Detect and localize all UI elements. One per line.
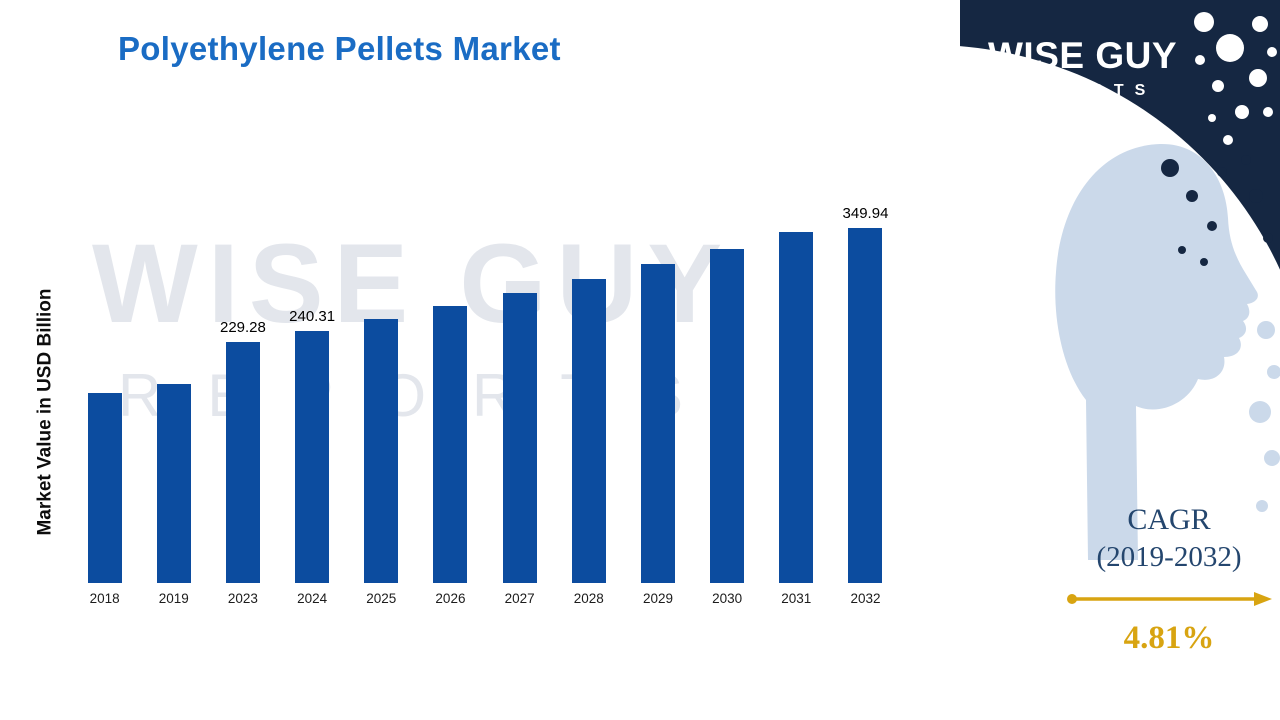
x-tick-2032: 2032	[850, 591, 881, 606]
bar-2030	[710, 248, 745, 583]
y-axis-label: Market Value in USD Billion	[35, 288, 56, 536]
bubble-dots-light	[1249, 321, 1280, 512]
bar-value-label-2023: 229.28	[219, 319, 266, 337]
bar-2019	[156, 383, 191, 583]
bar-column-2029	[623, 205, 692, 583]
bar-chart: 229.28 240.31 349.94 2018 2019 2023 2024 2025 2…	[70, 205, 900, 606]
x-tick-2027: 2027	[504, 591, 535, 606]
bar-2026	[433, 305, 468, 583]
cagr-block: CAGR (2019-2032) 4.81%	[1066, 503, 1272, 657]
bar-column-2019	[139, 205, 208, 583]
x-tick-2024: 2024	[297, 591, 328, 606]
bar-2032	[848, 228, 883, 583]
bar-2028	[571, 278, 606, 583]
bubble-dots-navy	[1161, 155, 1273, 266]
brand-art	[960, 0, 1280, 720]
x-tick-2028: 2028	[573, 591, 604, 606]
bar-column-2018	[70, 205, 139, 583]
bar-column-2028	[554, 205, 623, 583]
x-tick-2025: 2025	[366, 591, 397, 606]
logo-subtitle: REPORTS	[1002, 81, 1157, 99]
bar-column-2030	[693, 205, 762, 583]
bar-2024	[295, 330, 330, 583]
bar-column-2031	[762, 205, 831, 583]
cagr-arrow-icon	[1067, 592, 1272, 606]
bar-value-label-2024: 240.31	[289, 307, 336, 325]
wiseguy-logo: WISE GUY REPORTS	[988, 35, 1178, 100]
face-silhouette-art	[1055, 143, 1258, 561]
x-tick-2029: 2029	[642, 591, 673, 606]
x-tick-2030: 2030	[712, 591, 743, 606]
cagr-range: (2019-2032)	[1096, 541, 1242, 573]
x-tick-2023: 2023	[227, 591, 258, 606]
bar-2031	[779, 232, 814, 583]
bar-2027	[502, 292, 537, 583]
bar-2025	[364, 318, 399, 583]
bar-column-2032: 349.94	[831, 205, 900, 583]
bubble-dots-white	[1194, 12, 1277, 145]
x-tick-2019: 2019	[158, 591, 189, 606]
bar-2018	[87, 392, 122, 583]
bar-2029	[640, 263, 675, 583]
bar-column-2027	[485, 205, 554, 583]
x-tick-2026: 2026	[435, 591, 466, 606]
x-axis-ticks: 2018 2019 2023 2024 2025 2026 2027 2028 2029 2030…	[70, 591, 900, 606]
y-axis: Market Value in USD Billion	[26, 238, 66, 586]
x-tick-2031: 2031	[781, 591, 812, 606]
cagr-label: CAGR	[1127, 503, 1211, 536]
bar-value-label-2032: 349.94	[842, 205, 889, 222]
bar-2023	[225, 342, 260, 583]
chart-title: Polyethylene Pellets Market	[118, 30, 561, 67]
bar-column-2025	[347, 205, 416, 583]
x-tick-2018: 2018	[89, 591, 120, 606]
logo-wordmark: WISE GUY	[988, 35, 1178, 76]
bar-column-2024: 240.31	[278, 205, 347, 583]
watermark-line1: WISE GUY	[92, 221, 733, 346]
bar-column-2026	[416, 205, 485, 583]
bars-area: 229.28 240.31 349.94	[70, 205, 900, 583]
bar-column-2023: 229.28	[208, 205, 277, 583]
cagr-value: 4.81%	[1123, 620, 1215, 656]
